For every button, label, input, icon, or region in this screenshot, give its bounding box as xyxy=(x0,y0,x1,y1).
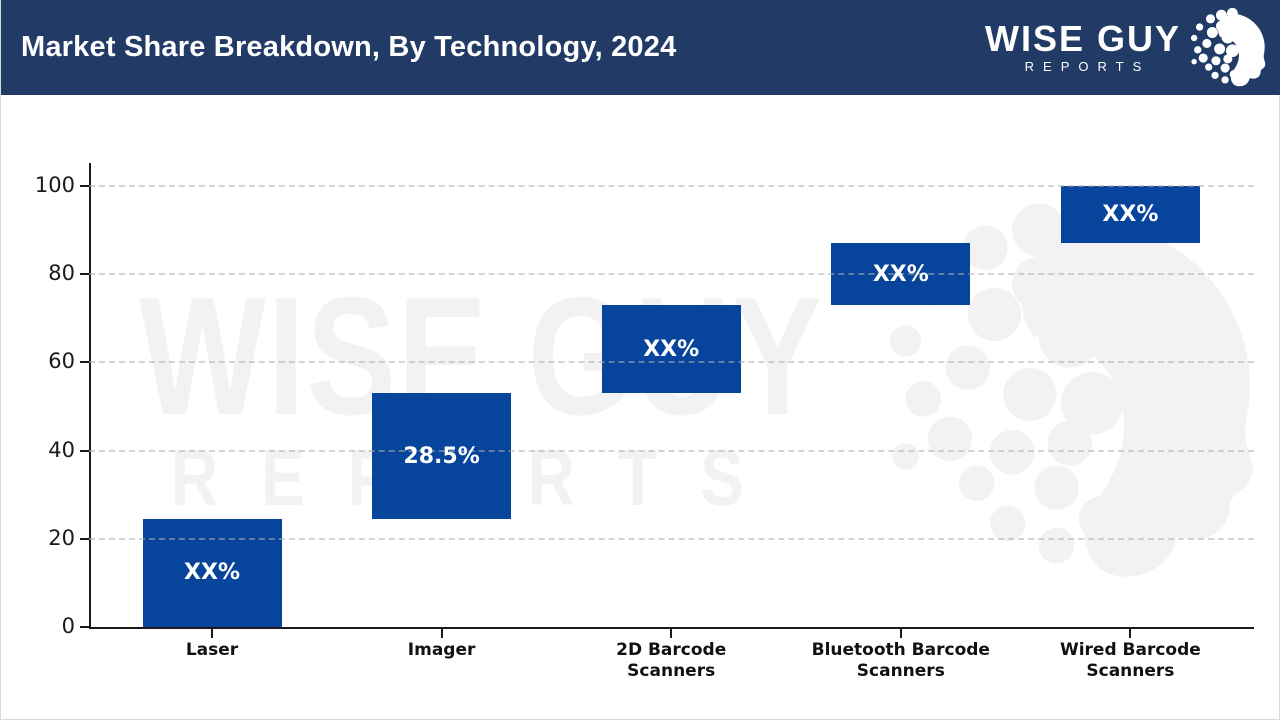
brand-subtitle: REPORTS xyxy=(1024,59,1151,74)
x-tick-0 xyxy=(211,629,213,638)
y-tick-100 xyxy=(80,185,89,187)
gridline-y20 xyxy=(89,537,1254,540)
y-tick-label-20: 20 xyxy=(48,525,75,550)
x-category-label: Bluetooth Barcode Scanners xyxy=(811,640,990,681)
bar-value-label: XX% xyxy=(643,336,700,362)
y-tick-40 xyxy=(80,449,89,452)
x-category-label: Wired Barcode Scanners xyxy=(1059,640,1201,681)
gridline-y60 xyxy=(89,361,1254,364)
x-tick-2 xyxy=(670,629,673,638)
y-tick-label-100: 100 xyxy=(34,173,75,197)
chart-title: Market Share Breakdown, By Technology, 2… xyxy=(21,31,677,63)
bar-value-label: XX% xyxy=(184,560,240,586)
gridline-y100 xyxy=(89,185,1254,187)
x-tick-3 xyxy=(899,629,902,638)
bar-imager xyxy=(372,393,512,519)
bar-value-label: XX% xyxy=(1102,202,1159,228)
header: Market Share Breakdown, By Technology, 2… xyxy=(1,0,1280,95)
bar-2d-barcode-scanners xyxy=(601,305,741,394)
y-tick-60 xyxy=(80,361,89,364)
bar-value-label: 28.5% xyxy=(403,443,480,469)
y-tick-0 xyxy=(80,626,89,628)
y-tick-label-60: 60 xyxy=(48,349,75,374)
x-tick-4 xyxy=(1129,629,1132,638)
bar-laser xyxy=(142,518,282,627)
y-tick-label-40: 40 xyxy=(48,437,75,462)
y-tick-label-80: 80 xyxy=(48,261,75,286)
gridline-y40 xyxy=(89,449,1254,452)
y-tick-20 xyxy=(80,537,89,540)
y-tick-80 xyxy=(80,273,89,276)
x-category-label: Imager xyxy=(407,640,476,660)
gridline-y80 xyxy=(89,273,1254,276)
x-category-label: Laser xyxy=(185,640,239,660)
x-axis-line xyxy=(89,627,1254,629)
y-tick-label-0: 0 xyxy=(61,614,75,638)
brand-name: WISE GUY xyxy=(984,18,1181,59)
brand-logo: WISE GUY REPORTS xyxy=(985,5,1267,91)
x-category-label: 2D Barcode Scanners xyxy=(616,640,727,681)
y-axis-line xyxy=(89,163,91,629)
x-tick-1 xyxy=(440,629,443,638)
bar-value-label: XX% xyxy=(872,261,929,287)
brand-face-icon xyxy=(1190,7,1266,86)
